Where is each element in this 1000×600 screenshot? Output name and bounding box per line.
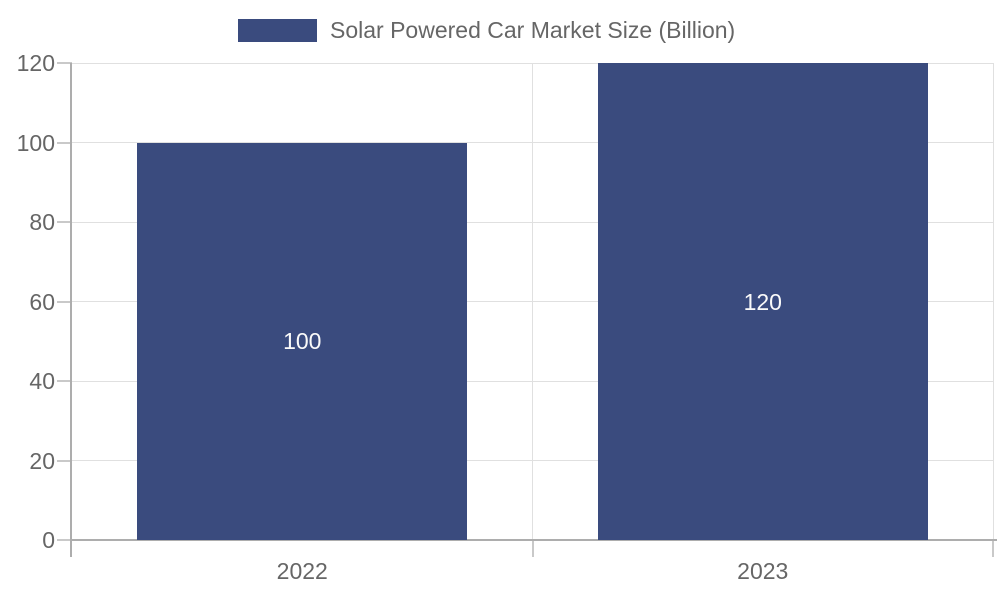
bar-2023[interactable] — [597, 63, 928, 540]
y-tick-label-100: 100 — [16, 129, 55, 156]
y-tick-label-40: 40 — [29, 368, 55, 394]
y-tick-20 — [57, 459, 72, 462]
y-tick-40 — [57, 380, 72, 382]
y-tick-0 — [57, 539, 72, 541]
bar-value-label-2023: 120 — [743, 288, 782, 315]
gridline-x-1 — [532, 63, 533, 540]
x-tick-label-2022: 2022 — [276, 558, 328, 584]
bar-value-label-2022: 100 — [283, 328, 322, 355]
y-tick-label-0: 0 — [42, 527, 55, 553]
y-tick-label-60: 60 — [29, 288, 55, 315]
x-axis-line — [70, 539, 997, 541]
y-tick-100 — [57, 141, 72, 144]
x-tick-label-2023: 2023 — [737, 558, 789, 584]
x-tick-1 — [531, 540, 534, 557]
bar-2022[interactable] — [137, 142, 468, 540]
x-tick-2 — [992, 540, 994, 557]
y-tick-label-20: 20 — [29, 447, 55, 474]
y-tick-120 — [57, 62, 72, 64]
y-tick-80 — [57, 221, 72, 223]
y-tick-label-80: 80 — [29, 209, 55, 235]
gridline-x-2 — [992, 63, 994, 540]
y-tick-60 — [57, 300, 72, 303]
legend-swatch — [238, 19, 317, 42]
y-axis-line — [70, 63, 72, 557]
legend-label: Solar Powered Car Market Size (Billion) — [330, 17, 736, 43]
y-tick-label-120: 120 — [16, 50, 55, 76]
legend[interactable]: Solar Powered Car Market Size (Billion) — [238, 17, 735, 44]
